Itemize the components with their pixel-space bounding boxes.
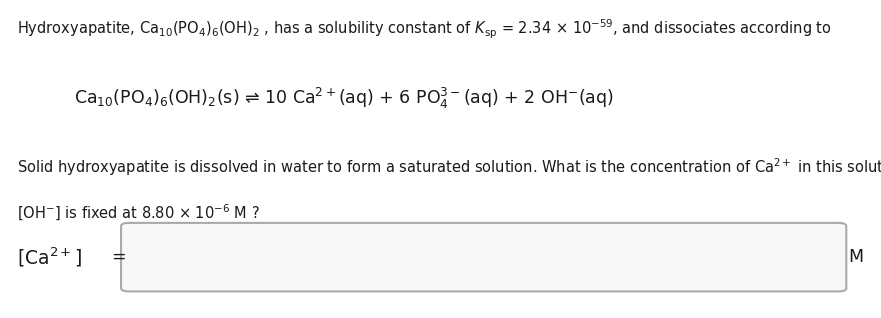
- Text: $\left[\mathrm{Ca}^{2+}\right]$: $\left[\mathrm{Ca}^{2+}\right]$: [18, 245, 82, 269]
- FancyBboxPatch shape: [121, 223, 847, 291]
- Text: =: =: [111, 248, 125, 266]
- Text: M: M: [848, 248, 863, 266]
- Text: [OH$^{-}$] is fixed at 8.80 × 10$^{-6}$ M ?: [OH$^{-}$] is fixed at 8.80 × 10$^{-6}$ …: [18, 203, 260, 223]
- Text: Ca$_{10}$(PO$_4$)$_6$(OH)$_2$(s) ⇌ 10 Ca$^{2+}$(aq) + 6 PO$_4^{3-}$(aq) + 2 OH$^: Ca$_{10}$(PO$_4$)$_6$(OH)$_2$(s) ⇌ 10 Ca…: [74, 86, 613, 111]
- Text: Hydroxyapatite, Ca$_{10}$(PO$_4$)$_6$(OH)$_2$ , has a solubility constant of $K_: Hydroxyapatite, Ca$_{10}$(PO$_4$)$_6$(OH…: [18, 17, 833, 40]
- Text: Solid hydroxyapatite is dissolved in water to form a saturated solution. What is: Solid hydroxyapatite is dissolved in wat…: [18, 156, 881, 177]
